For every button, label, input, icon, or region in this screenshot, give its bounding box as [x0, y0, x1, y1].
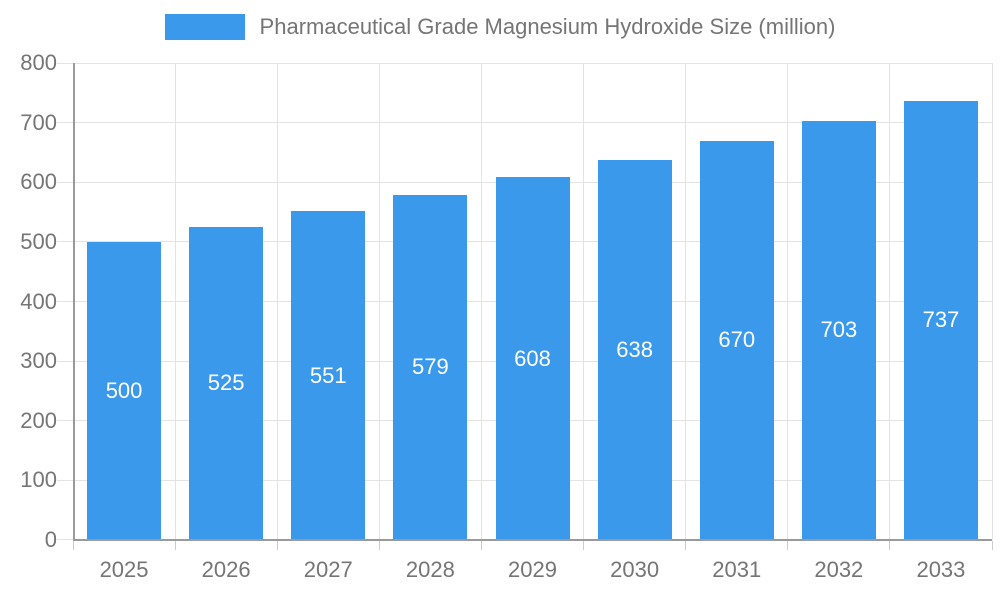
bar-value-label: 525: [207, 370, 245, 396]
vertical-gridline: [276, 63, 278, 540]
bar-value-label: 579: [412, 354, 449, 380]
x-axis-tick: [480, 541, 482, 550]
x-axis-tick: [685, 541, 687, 550]
horizontal-gridline: [57, 62, 992, 64]
vertical-gridline: [480, 63, 482, 540]
y-axis-tick-label: 300: [20, 348, 57, 374]
bar-value-label: 638: [616, 336, 653, 362]
plot-area: 0 100 200 300 400 500 600 700 800 500 2025 525 2026 5…: [20, 50, 993, 582]
y-axis-tick-label: 800: [20, 50, 57, 75]
x-axis-tick-label: 2030: [610, 557, 660, 582]
y-axis-tick-label: 700: [20, 109, 57, 135]
x-axis-line: [73, 539, 992, 541]
y-axis-tick-label: 600: [20, 169, 57, 195]
x-axis-tick: [889, 541, 891, 550]
x-axis-tick: [276, 541, 278, 550]
bar[interactable]: [393, 194, 468, 540]
vertical-gridline: [174, 63, 176, 540]
y-axis-line: [73, 63, 75, 540]
x-axis-tick: [72, 541, 74, 550]
x-axis-tick: [583, 541, 585, 550]
vertical-gridline: [889, 63, 891, 540]
bar[interactable]: [699, 140, 774, 540]
vertical-gridline: [991, 63, 993, 540]
x-axis-tick-label: 2027: [303, 557, 353, 582]
y-axis-tick-label: 200: [20, 407, 57, 433]
x-axis-tick: [787, 541, 789, 550]
x-axis-tick-label: 2026: [201, 557, 251, 582]
vertical-gridline: [685, 63, 687, 540]
vertical-gridline: [583, 63, 585, 540]
x-axis-tick-label: 2033: [916, 557, 966, 582]
y-axis-tick: [57, 539, 73, 540]
bar[interactable]: [291, 211, 366, 540]
x-axis-tick-label: 2029: [508, 557, 557, 582]
x-axis-tick-label: 2031: [712, 557, 762, 582]
bar[interactable]: [903, 100, 978, 540]
bar-value-label: 703: [820, 317, 858, 343]
x-axis-tick: [991, 541, 993, 550]
x-axis-tick-label: 2032: [814, 557, 864, 582]
legend-swatch: [164, 14, 245, 40]
vertical-gridline: [787, 63, 789, 540]
legend[interactable]: Pharmaceutical Grade Magnesium Hydroxide…: [0, 14, 1000, 40]
bar[interactable]: [189, 226, 264, 540]
x-axis-tick-label: 2028: [405, 557, 455, 582]
bar-value-label: 500: [105, 377, 143, 403]
vertical-gridline: [378, 63, 380, 540]
bar[interactable]: [597, 159, 672, 540]
y-axis-tick-label: 500: [20, 228, 57, 254]
horizontal-gridline: [57, 122, 992, 124]
bar-value-label: 608: [514, 345, 551, 371]
x-axis-tick-label: 2025: [99, 557, 149, 582]
x-axis-tick: [378, 541, 380, 550]
y-axis-tick-label: 100: [20, 467, 57, 493]
legend-label: Pharmaceutical Grade Magnesium Hydroxide…: [259, 14, 836, 39]
bar-value-label: 670: [718, 327, 756, 353]
bar[interactable]: [495, 177, 570, 540]
bar-value-label: 737: [922, 307, 960, 333]
bar[interactable]: [801, 120, 876, 540]
x-axis-tick: [174, 541, 176, 550]
bar[interactable]: [87, 241, 162, 540]
bar-value-label: 551: [309, 362, 347, 388]
y-axis-tick-label: 0: [44, 527, 57, 552]
y-axis-tick-label: 400: [20, 288, 57, 314]
